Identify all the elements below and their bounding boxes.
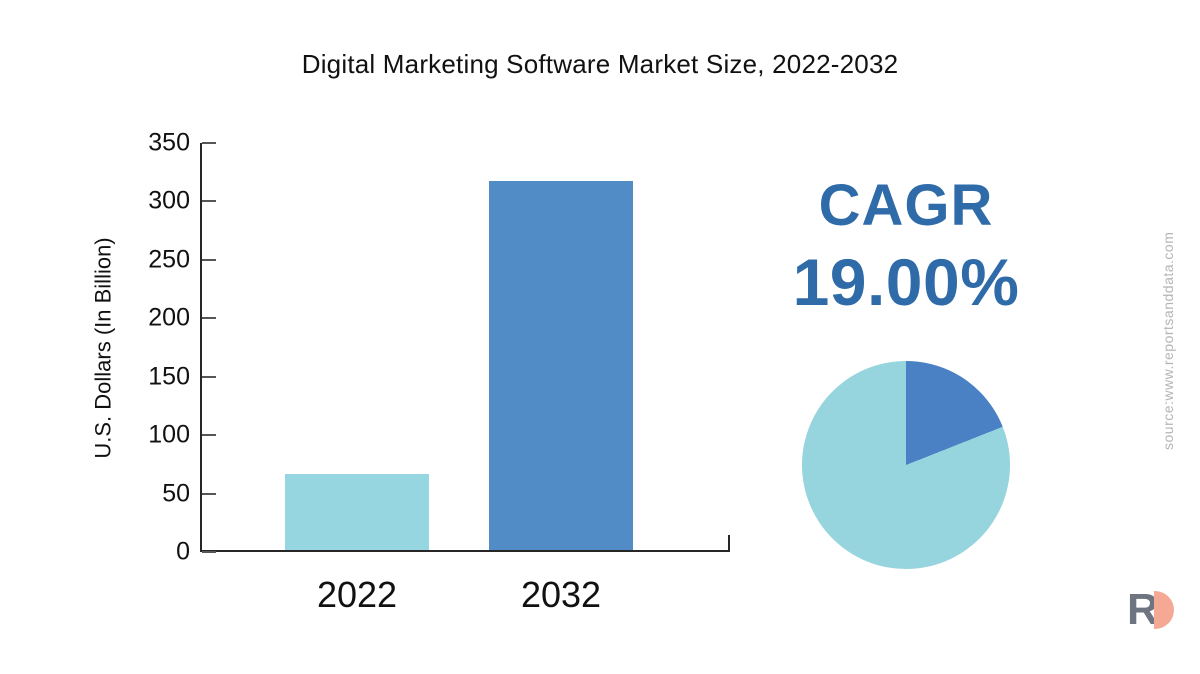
reportsanddata-logo: R (1127, 588, 1174, 632)
y-tick (202, 551, 216, 553)
y-tick (202, 142, 216, 144)
plot-area: 0 50 100 150 200 250 300 350 2022 2032 (148, 130, 730, 615)
y-tick (202, 200, 216, 203)
y-axis-title-text: U.S. Dollars (In Billion) (91, 236, 116, 459)
y-tick (202, 492, 216, 495)
y-tick (202, 434, 216, 437)
logo-letter: R (1127, 585, 1159, 634)
y-tick-label: 350 (148, 128, 190, 157)
y-tick-label: 0 (176, 537, 190, 566)
y-axis-title: U.S. Dollars (In Billion) (82, 143, 126, 552)
y-tick-label: 50 (162, 479, 190, 508)
y-tick-label: 100 (148, 420, 190, 449)
bar-2032 (489, 180, 633, 550)
cagr-label: CAGR (818, 173, 994, 238)
y-tick-label: 300 (148, 186, 190, 215)
y-tick (202, 375, 216, 378)
cagr-block: CAGR 19.00% (780, 173, 1032, 319)
source-watermark: source:www.reportsanddata.com (1160, 231, 1176, 451)
logo-accent-halfdisc-icon (1153, 591, 1174, 629)
y-tick (202, 317, 216, 320)
x-tick-label: 2032 (520, 574, 602, 615)
y-tick (202, 258, 216, 261)
chart-title: Digital Marketing Software Market Size, … (301, 49, 899, 79)
pie-chart (802, 361, 1010, 569)
x-tick-label: 2022 (316, 574, 398, 615)
bar-2022 (285, 474, 429, 550)
y-tick-label: 250 (148, 245, 190, 274)
cagr-value: 19.00% (792, 244, 1020, 319)
y-tick-label: 150 (148, 362, 190, 391)
y-tick-label: 200 (148, 303, 190, 332)
